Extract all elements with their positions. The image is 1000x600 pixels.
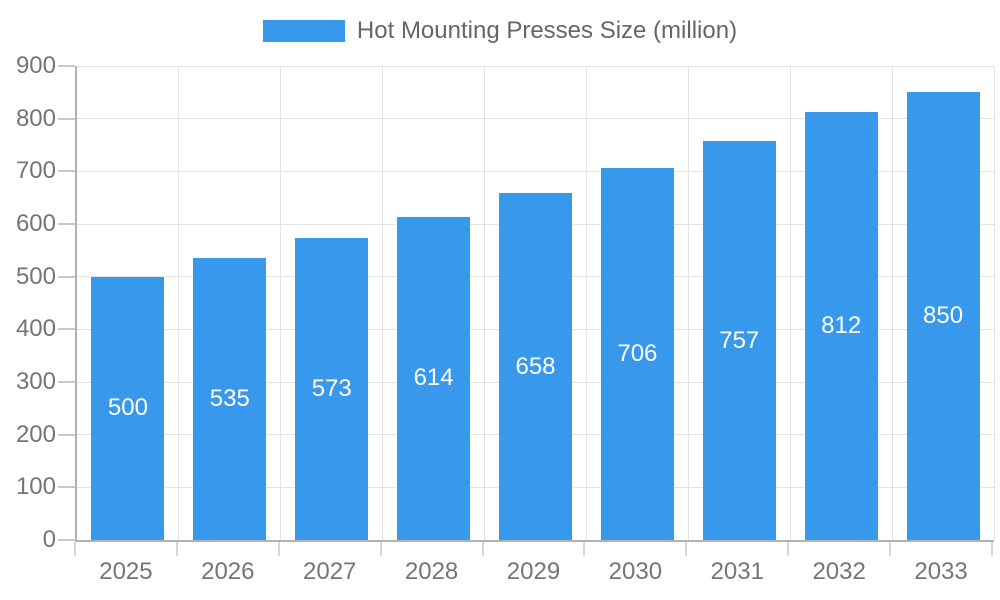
y-tick <box>58 539 75 541</box>
bar-2033[interactable]: 850 <box>906 92 980 540</box>
bar-value-label: 535 <box>209 385 250 413</box>
x-tick <box>787 542 790 556</box>
v-gridline <box>891 66 893 540</box>
y-tick-label: 400 <box>15 315 56 343</box>
x-tick-label: 2032 <box>812 558 866 585</box>
legend: Hot Mounting Presses Size (million) <box>0 16 1000 46</box>
x-tick <box>583 542 586 556</box>
x-tick-label: 2028 <box>404 558 459 585</box>
y-tick <box>58 433 75 436</box>
y-tick-label: 600 <box>15 210 56 237</box>
legend-label: Hot Mounting Presses Size (million) <box>356 17 738 44</box>
y-tick <box>58 117 75 120</box>
x-tick <box>991 542 993 556</box>
y-tick <box>58 486 75 489</box>
y-tick-label: 700 <box>15 157 56 185</box>
v-gridline <box>178 66 180 540</box>
bar-2028[interactable]: 614 <box>397 216 471 540</box>
y-tick-label: 300 <box>15 368 56 395</box>
bar-value-label: 706 <box>617 340 658 368</box>
v-gridline <box>280 66 282 540</box>
bar-value-label: 812 <box>821 312 862 340</box>
y-tick-label: 0 <box>42 526 56 553</box>
y-tick-label: 200 <box>15 420 56 448</box>
bar-2032[interactable]: 812 <box>804 112 878 540</box>
x-tick <box>175 542 178 556</box>
bar-value-label: 500 <box>107 394 148 422</box>
x-tick <box>685 542 688 556</box>
x-tick <box>889 542 892 556</box>
v-gridline <box>484 66 486 540</box>
y-tick-label: 500 <box>15 262 56 290</box>
x-tick-label: 2025 <box>99 558 153 585</box>
v-gridline <box>993 66 995 540</box>
bar-2031[interactable]: 757 <box>702 141 776 540</box>
legend-swatch-icon <box>262 20 345 42</box>
y-tick <box>58 275 75 278</box>
y-tick <box>58 65 75 67</box>
h-gridline <box>77 118 994 120</box>
h-gridline <box>77 65 994 67</box>
h-gridline <box>77 170 994 172</box>
v-gridline <box>585 66 587 540</box>
y-tick <box>58 170 75 173</box>
x-tick-label: 2031 <box>710 558 764 585</box>
x-tick <box>481 542 484 556</box>
y-tick <box>58 328 75 331</box>
bar-2027[interactable]: 573 <box>295 238 369 540</box>
x-tick-label: 2026 <box>201 558 255 585</box>
bar-value-label: 757 <box>719 326 760 354</box>
x-tick <box>277 542 280 556</box>
x-tick-label: 2030 <box>608 558 663 585</box>
y-tick-label: 100 <box>15 473 56 501</box>
bar-2025[interactable]: 500 <box>91 276 165 540</box>
v-gridline <box>382 66 384 540</box>
v-gridline <box>687 66 689 540</box>
bar-value-label: 573 <box>311 375 352 403</box>
x-tick-label: 2029 <box>506 558 561 585</box>
bar-value-label: 658 <box>515 352 556 380</box>
plot-area: 500 535 573 614 658 706 757 812 850 <box>75 65 995 542</box>
bar-2026[interactable]: 535 <box>193 258 267 540</box>
bar-2029[interactable]: 658 <box>499 193 572 540</box>
bar-2030[interactable]: 706 <box>600 168 674 540</box>
y-tick <box>58 223 75 225</box>
x-tick-label: 2033 <box>914 558 968 585</box>
y-tick-label: 900 <box>15 52 56 79</box>
y-tick-label: 800 <box>15 104 56 132</box>
x-tick <box>379 542 382 556</box>
bar-value-label: 614 <box>413 364 454 392</box>
y-tick <box>58 381 75 383</box>
x-tick <box>74 542 76 556</box>
bar-value-label: 850 <box>923 302 964 330</box>
x-tick-label: 2027 <box>303 558 357 585</box>
v-gridline <box>789 66 791 540</box>
